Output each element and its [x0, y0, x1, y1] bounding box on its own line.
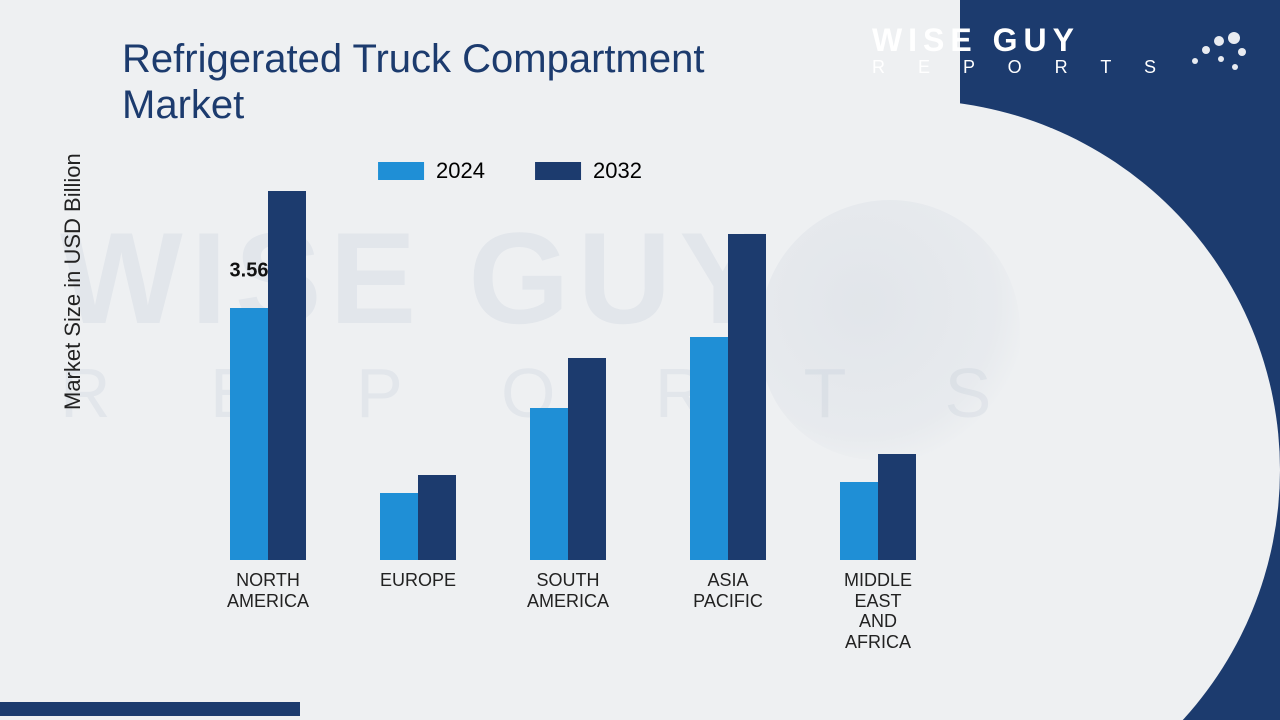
plot-area: NORTHAMERICAEUROPESOUTHAMERICAASIAPACIFI…	[148, 170, 920, 560]
bar-series-2024	[380, 493, 418, 560]
bar-series-2024	[230, 308, 268, 560]
bar-series-2032	[878, 454, 916, 560]
category-label: MIDDLEEASTANDAFRICA	[808, 570, 948, 653]
bar-series-2032	[268, 191, 306, 560]
category-label: ASIAPACIFIC	[658, 570, 798, 611]
bar-series-2024	[530, 408, 568, 560]
bar-series-2024	[840, 482, 878, 560]
y-axis-label: Market Size in USD Billion	[60, 153, 86, 410]
bar-value-label: 3.56	[230, 259, 269, 282]
bar-series-2024	[690, 337, 728, 560]
category-label: NORTHAMERICA	[198, 570, 338, 611]
brand-sub: R E P O R T S	[872, 58, 1170, 76]
bar-series-2032	[418, 475, 456, 560]
chart-title: Refrigerated Truck Compartment Market	[122, 36, 822, 128]
bar-series-2032	[568, 358, 606, 560]
footer-accent-bar	[0, 702, 300, 716]
stage: WISE GUY R E P O R T S WISE GUY R E P O …	[0, 0, 1280, 720]
category-label: SOUTHAMERICA	[498, 570, 638, 611]
bar-chart: 2024 2032 Market Size in USD Billion NOR…	[100, 160, 920, 660]
bar-series-2032	[728, 234, 766, 560]
brand-logo: WISE GUY R E P O R T S	[872, 24, 1170, 76]
category-label: EUROPE	[348, 570, 488, 591]
brand-main: WISE GUY	[872, 22, 1080, 58]
